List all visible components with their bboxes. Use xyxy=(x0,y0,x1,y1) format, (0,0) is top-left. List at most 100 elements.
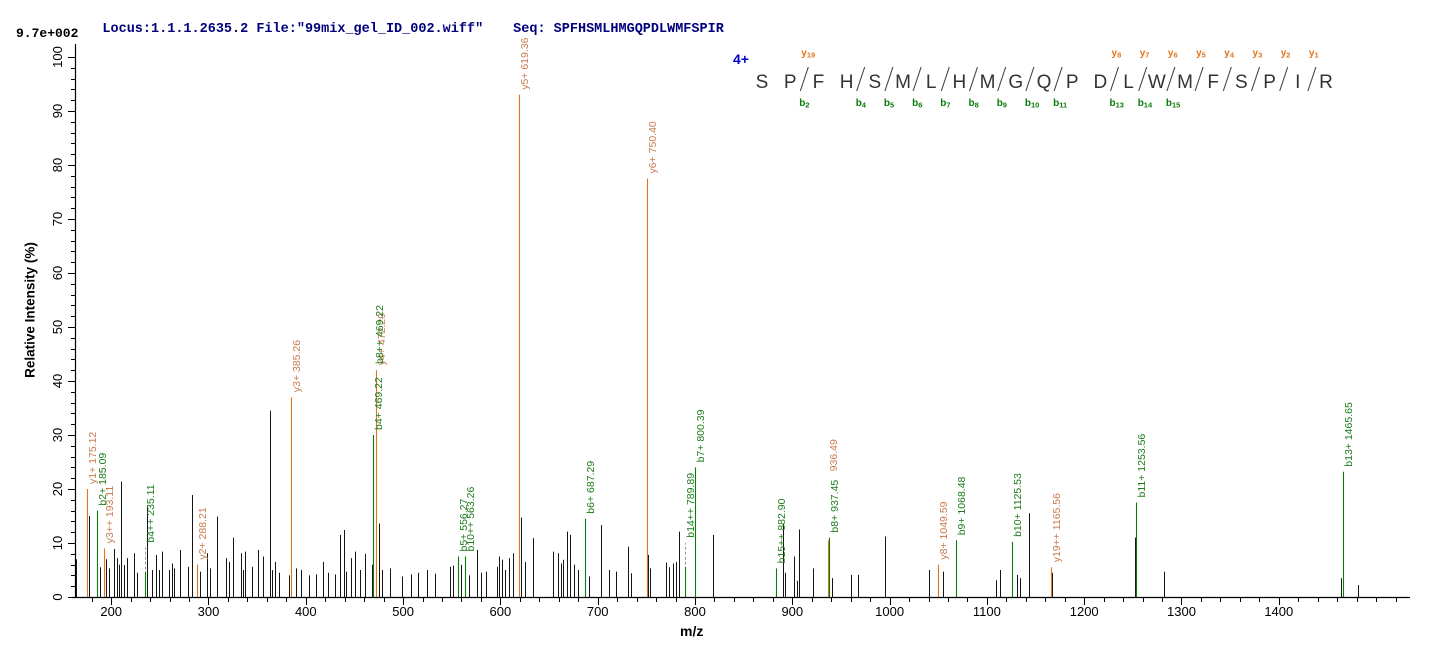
x-axis-title: m/z xyxy=(680,623,704,639)
b-ion-label: b7+ 800.39 xyxy=(695,409,707,462)
y-tick-label: 80 xyxy=(50,158,65,172)
b-ion-label: b4++ 235.11 xyxy=(145,484,157,542)
y-tick-label: 50 xyxy=(50,320,65,334)
b-ion-label: b5+ 556.27 xyxy=(458,498,470,551)
b-ion-ladder-label: b13 xyxy=(1110,98,1124,110)
y-ion-label: y1+ 175.12 xyxy=(87,432,99,484)
b-ion-ladder-label: b8 xyxy=(969,98,979,110)
cleavage-slash xyxy=(1194,66,1204,92)
residue-letter: P xyxy=(784,72,797,93)
cleavage-slash xyxy=(1279,66,1289,92)
y-ion-ladder-label: y8 xyxy=(1112,48,1122,60)
locus-file-label: Locus:1.1.1.2635.2 File:"99mix_gel_ID_00… xyxy=(102,22,484,37)
x-tick-label: 900 xyxy=(781,604,803,619)
y-ion-label: y3++ 193.11 xyxy=(104,486,116,544)
x-tick-label: 1200 xyxy=(1070,604,1099,619)
precursor-charge-label: 4+ xyxy=(733,51,749,67)
residue-letter: D xyxy=(1094,72,1108,93)
b-ion-label: b8+ 937.45 xyxy=(829,480,841,533)
y-ion-label: y19++ 1165.56 xyxy=(1051,493,1063,562)
x-tick-label: 200 xyxy=(100,604,122,619)
cleavage-slash xyxy=(940,66,950,92)
residue-letter: R xyxy=(1319,72,1333,93)
b-ion-ladder-label: b9 xyxy=(997,98,1007,110)
residue-letter: F xyxy=(1207,72,1219,93)
cleavage-slash xyxy=(1025,66,1035,92)
b-ion-label: b15++ 882.90 xyxy=(776,498,788,563)
cleavage-slash xyxy=(799,66,809,92)
residue-letter: H xyxy=(840,72,854,93)
residue-letter: F xyxy=(813,72,825,93)
b-ion-ladder-label: b7 xyxy=(940,98,950,110)
residue-letter: H xyxy=(953,72,967,93)
b-ion-label: b10++ 563.26 xyxy=(465,487,477,552)
y-ion-ladder-label: y4 xyxy=(1224,48,1235,60)
y-ion-ladder-label: y6 xyxy=(1168,48,1178,60)
cleavage-slash xyxy=(1138,66,1148,92)
y-ion-ladder-label: y3 xyxy=(1253,48,1263,60)
y-tick-label: 70 xyxy=(50,212,65,226)
x-tick-label: 600 xyxy=(490,604,512,619)
x-tick-label: 1400 xyxy=(1264,604,1293,619)
residue-letter: L xyxy=(1123,72,1134,93)
y-ion-label: y2+ 288.21 xyxy=(197,507,209,559)
cleavage-slash xyxy=(997,66,1007,92)
b-ion-label: b8++ 469.22 xyxy=(374,305,386,364)
base-peak-intensity-label: 9.7e+002 xyxy=(16,26,79,41)
b-ion-label: b6+ 687.29 xyxy=(585,461,597,514)
b-ion-label: b11+ 1253.56 xyxy=(1136,434,1148,498)
x-tick-label: 400 xyxy=(295,604,317,619)
y-ion-label: y5+ 619.36 xyxy=(519,37,531,89)
x-tick-label: 300 xyxy=(198,604,220,619)
y-ion-label: y6+ 750.40 xyxy=(647,121,659,173)
residue-letter: P xyxy=(1066,72,1079,93)
residue-letter: S xyxy=(868,72,881,93)
b-ion-label: b10+ 1125.53 xyxy=(1012,473,1024,537)
residue-letter: S xyxy=(1235,72,1248,93)
cleavage-slash xyxy=(1053,66,1063,92)
y-tick-label: 90 xyxy=(50,104,65,118)
residue-letter: Q xyxy=(1037,72,1052,93)
residue-letter: G xyxy=(1008,72,1023,93)
cleavage-slash xyxy=(856,66,866,92)
y-ion-ladder-label: y7 xyxy=(1140,48,1150,60)
b-ion-label: b14++ 789.89 xyxy=(685,473,697,538)
b-ion-label: b9+ 1068.48 xyxy=(956,476,968,535)
b-ion-label: b4+ 469.22 xyxy=(373,377,385,430)
b-ion-label: b2+ 185.09 xyxy=(97,453,109,506)
y-ion-label: y4+ 472.29 xyxy=(376,313,388,365)
y-tick-label: 10 xyxy=(50,536,65,550)
cleavage-slash xyxy=(1307,66,1317,92)
y-tick-label: 0 xyxy=(50,593,65,600)
residue-letter: I xyxy=(1295,72,1300,93)
y-ion-label: y3+ 385.26 xyxy=(291,340,303,392)
y-tick-label: 20 xyxy=(50,482,65,496)
y-tick-label: 100 xyxy=(50,46,65,68)
header: Locus:1.1.1.2635.2 File:"99mix_gel_ID_00… xyxy=(70,7,723,52)
residue-letter: W xyxy=(1148,72,1166,93)
cleavage-slash xyxy=(1109,66,1120,92)
x-tick-label: 1100 xyxy=(973,604,1001,619)
b-ion-label: b13+ 1465.65 xyxy=(1343,402,1355,467)
x-tick-label: 1300 xyxy=(1167,604,1196,619)
b-ion-ladder-label: b14 xyxy=(1138,98,1153,110)
b-ion-ladder-label: b2 xyxy=(799,98,809,110)
b-ion-ladder-label: b4 xyxy=(856,98,867,110)
x-tick-label: 700 xyxy=(587,604,609,619)
b-ion-ladder-label: b5 xyxy=(884,98,894,110)
y-ion-ladder-label: y5 xyxy=(1196,48,1206,60)
cleavage-slash xyxy=(1222,66,1232,92)
y-ion-label: 936.49 xyxy=(828,439,840,471)
cleavage-slash xyxy=(912,66,922,92)
y-tick-label: 60 xyxy=(50,266,65,280)
y-ion-ladder-label: y2 xyxy=(1281,48,1291,60)
b-ion-ladder-label: b11 xyxy=(1053,98,1067,110)
b-ion-ladder-label: b15 xyxy=(1166,98,1180,110)
y-ion-ladder-label: y19 xyxy=(801,48,815,60)
x-tick-label: 1000 xyxy=(875,604,904,619)
cleavage-slash xyxy=(1250,66,1261,92)
residue-letter: M xyxy=(895,72,911,93)
y-tick-label: 40 xyxy=(50,374,65,388)
